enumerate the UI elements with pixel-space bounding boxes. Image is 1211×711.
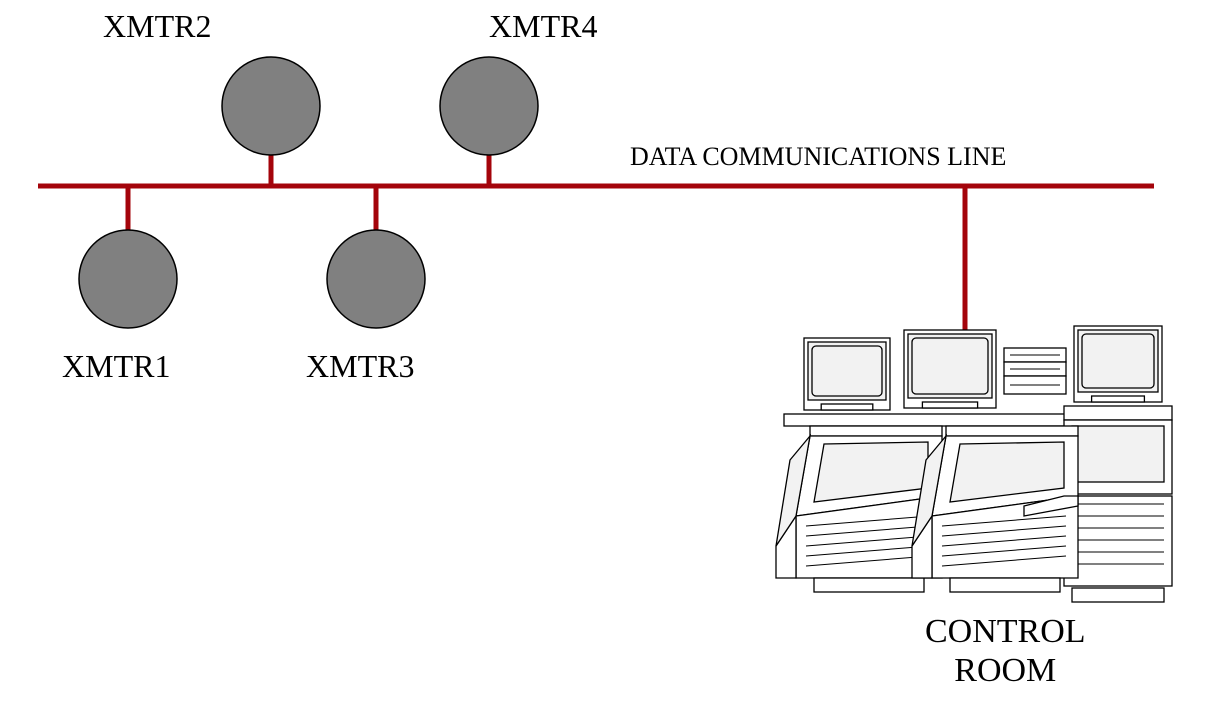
network-diagram <box>0 0 1211 711</box>
control-room-label: CONTROL ROOM <box>925 612 1086 690</box>
xmtr1-label: XMTR1 <box>62 348 170 385</box>
control-room-icon <box>776 326 1172 602</box>
control-room-label-line2: ROOM <box>925 651 1086 690</box>
xmtr3-label: XMTR3 <box>306 348 414 385</box>
control-room-label-line1: CONTROL <box>925 612 1086 651</box>
xmtr4-label: XMTR4 <box>489 8 597 45</box>
xmtr2-label: XMTR2 <box>103 8 211 45</box>
bus-label: DATA COMMUNICATIONS LINE <box>630 142 1006 172</box>
